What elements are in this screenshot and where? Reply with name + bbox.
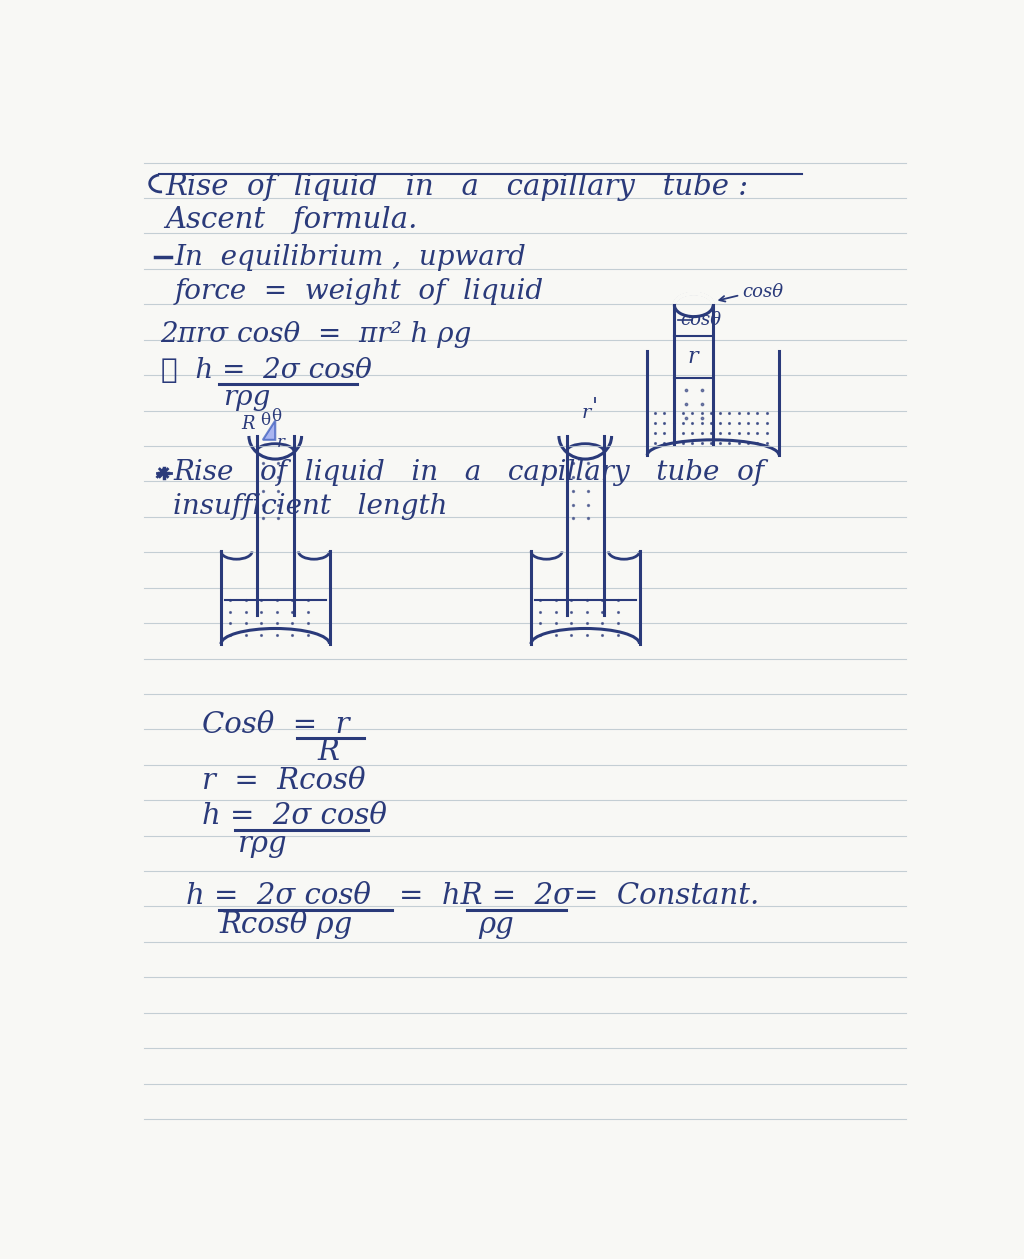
Text: Rise   of  liquid   in   a   capillary   tube  of: Rise of liquid in a capillary tube of — [173, 460, 764, 486]
Text: h =  2σ cosθ: h = 2σ cosθ — [202, 802, 386, 831]
Text: Cosθ  =  r: Cosθ = r — [202, 711, 349, 739]
Text: 2πrσ cosθ  =  πr² h ρg: 2πrσ cosθ = πr² h ρg — [161, 321, 472, 347]
Text: h =  2σ cosθ: h = 2σ cosθ — [186, 883, 371, 910]
Text: rρg: rρg — [222, 384, 270, 410]
Polygon shape — [263, 421, 275, 439]
Text: r: r — [276, 433, 285, 451]
Text: r: r — [687, 346, 698, 369]
Text: θ: θ — [271, 408, 282, 426]
Text: R: R — [317, 738, 340, 765]
Text: In  equilibrium ,  upward: In equilibrium , upward — [174, 244, 526, 271]
Text: Rcosθ ρg: Rcosθ ρg — [219, 910, 352, 939]
Text: ∴  h =  2σ cosθ: ∴ h = 2σ cosθ — [161, 358, 372, 384]
Text: r  =  Rcosθ: r = Rcosθ — [202, 767, 366, 794]
Text: ': ' — [592, 395, 598, 418]
Text: R: R — [241, 415, 255, 433]
Text: θ: θ — [260, 412, 270, 429]
Text: =  hR =  2σ: = hR = 2σ — [399, 883, 573, 910]
Text: insufficient   length: insufficient length — [173, 494, 447, 520]
Text: force  =  weight  of  liquid: force = weight of liquid — [174, 278, 544, 305]
Text: r: r — [582, 404, 591, 422]
Text: ρg: ρg — [478, 912, 514, 939]
Text: cosθ: cosθ — [741, 283, 783, 301]
Text: =  Constant.: = Constant. — [573, 883, 759, 910]
Text: Ascent   formula.: Ascent formula. — [165, 206, 418, 234]
Text: Rise  of  liquid   in   a   capillary   tube :: Rise of liquid in a capillary tube : — [165, 174, 749, 201]
Text: cosθ: cosθ — [680, 311, 721, 330]
Text: rρg: rρg — [238, 830, 288, 859]
